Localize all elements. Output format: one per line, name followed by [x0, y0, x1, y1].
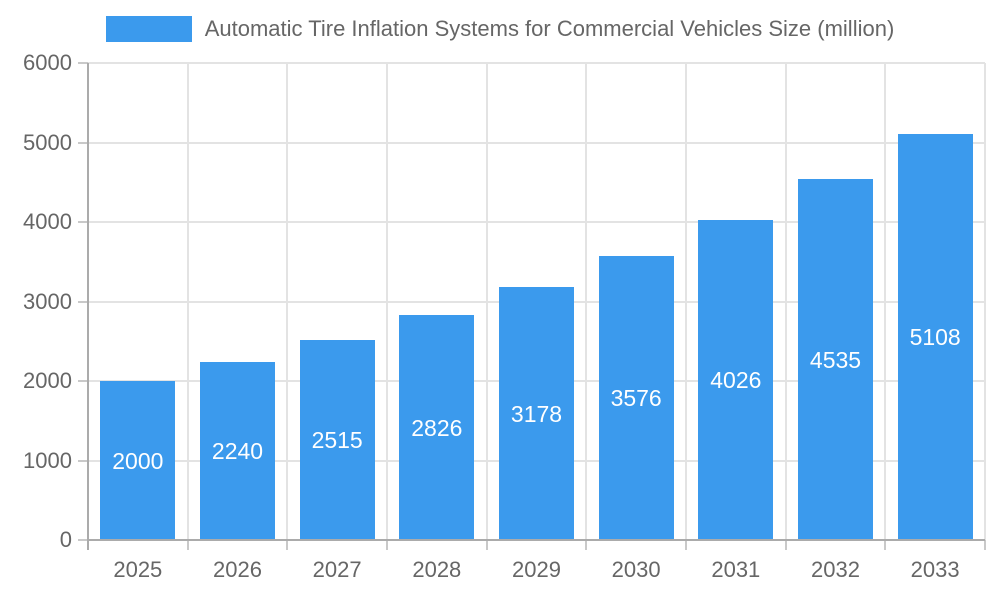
legend-label: Automatic Tire Inflation Systems for Com… [204, 16, 895, 41]
v-gridline [984, 63, 986, 540]
v-gridline [485, 63, 488, 540]
legend-item[interactable]: Automatic Tire Inflation Systems for Com… [105, 16, 895, 42]
x-axis-tick [186, 540, 189, 550]
y-axis-tick-label: 2000 [23, 368, 72, 393]
bar-2029[interactable] [499, 287, 574, 540]
v-gridline [186, 63, 189, 540]
y-axis-tick-label: 4000 [23, 209, 72, 234]
x-axis-tick-label: 2025 [113, 557, 163, 582]
y-axis-tick-label: 0 [59, 527, 72, 552]
y-axis-tick-label: 5000 [23, 129, 72, 155]
x-axis-tick [984, 540, 986, 550]
y-axis-line [87, 63, 89, 550]
x-axis-tick [685, 540, 687, 550]
x-axis-tick [884, 540, 887, 550]
x-axis-tick [286, 540, 289, 550]
x-axis-tick-label: 2031 [711, 557, 761, 582]
v-gridline [386, 63, 388, 540]
bar-2033[interactable] [897, 133, 973, 540]
h-gridline [88, 141, 985, 144]
y-axis-tick-label: 1000 [23, 447, 72, 473]
h-gridline [88, 62, 985, 64]
v-gridline [286, 63, 289, 540]
bar-2027[interactable] [299, 340, 375, 540]
h-gridline [88, 221, 985, 223]
bar-value-label: 2515 [311, 427, 363, 454]
x-axis-tick-label: 2029 [512, 557, 561, 582]
v-gridline [784, 63, 787, 540]
v-gridline [685, 63, 687, 540]
y-axis-tick [78, 380, 88, 382]
bar-2025[interactable] [100, 381, 176, 540]
y-axis-tick-label: 6000 [23, 50, 72, 75]
v-gridline [585, 63, 588, 540]
y-axis-tick-label: 3000 [23, 288, 72, 314]
bar-value-label: 4026 [710, 366, 762, 393]
x-axis-tick [784, 540, 787, 550]
x-axis-tick-label: 2032 [811, 557, 860, 582]
y-axis-tick [78, 300, 88, 303]
v-gridline [884, 63, 887, 540]
x-axis-tick-label: 2026 [213, 557, 262, 582]
legend-swatch-icon [105, 16, 192, 42]
y-axis-tick [78, 539, 88, 541]
bar-value-label: 2826 [411, 414, 463, 441]
y-axis-tick [78, 141, 88, 144]
x-axis-tick [386, 540, 388, 550]
x-axis-tick-label: 2027 [312, 557, 362, 582]
bar-value-label: 2000 [112, 447, 164, 474]
x-axis-line [88, 539, 985, 541]
x-axis-tick [485, 540, 488, 550]
bar-2030[interactable] [598, 255, 674, 540]
y-axis-tick [78, 62, 88, 64]
bar-2026[interactable] [200, 361, 275, 540]
bar-value-label: 5108 [909, 323, 961, 350]
bar-value-label: 4535 [809, 346, 862, 373]
bar-value-label: 3178 [510, 400, 563, 427]
x-axis-tick-label: 2028 [412, 557, 462, 582]
x-axis-tick [585, 540, 588, 550]
bar-value-label: 3576 [610, 384, 662, 411]
legend: Automatic Tire Inflation Systems for Com… [0, 16, 1000, 42]
x-axis-tick-label: 2030 [611, 557, 661, 582]
bar-2032[interactable] [798, 179, 873, 540]
bar-2028[interactable] [399, 315, 475, 540]
y-axis-tick [78, 459, 88, 462]
y-axis-tick [78, 221, 88, 223]
bar-2031[interactable] [698, 219, 774, 540]
x-axis-tick-label: 2033 [910, 557, 960, 582]
bar-value-label: 2240 [211, 437, 264, 464]
